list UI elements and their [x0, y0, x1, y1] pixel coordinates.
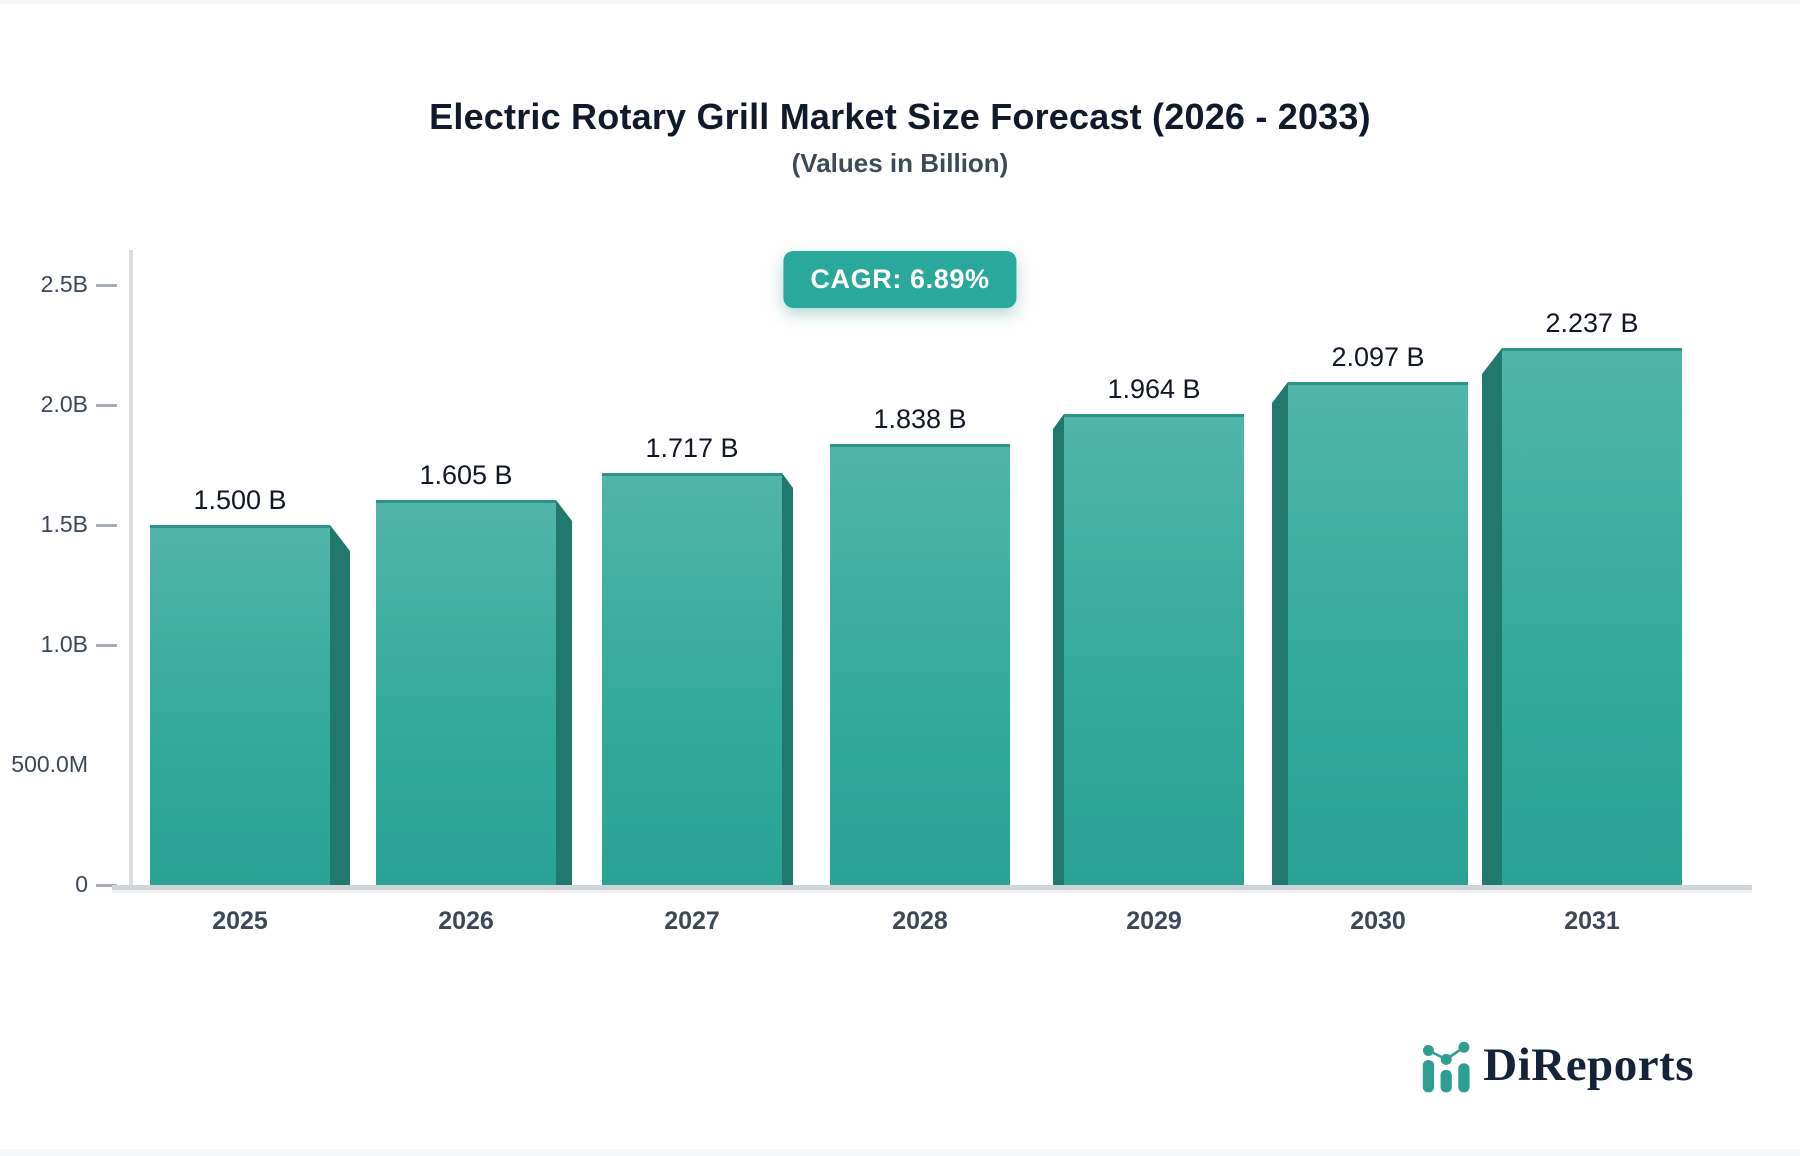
y-axis-tick-mark [96, 884, 117, 887]
bar-2031[interactable] [1502, 348, 1682, 885]
bar-3d-side-2027 [782, 473, 793, 885]
y-axis-tick-label: 1.0B [40, 631, 88, 657]
bar-3d-side-2025 [330, 525, 350, 885]
x-axis-label-2028: 2028 [892, 907, 948, 935]
chart-title: Electric Rotary Grill Market Size Foreca… [429, 96, 1371, 137]
bar-3d-side-2026 [556, 500, 572, 885]
bar-3d-side-2030 [1272, 382, 1288, 885]
x-axis-shadow-line [112, 890, 1752, 893]
logo-text: DiReports [1483, 1039, 1694, 1091]
bar-2026[interactable] [376, 500, 556, 885]
bar-value-label: 2.237 B [1545, 308, 1639, 338]
x-axis-line [112, 885, 1752, 890]
bar-2027[interactable] [602, 473, 782, 885]
bar-value-label: 1.838 B [873, 404, 967, 434]
bar-value-label: 1.500 B [193, 485, 287, 515]
x-axis-label-2027: 2027 [664, 907, 720, 935]
y-axis-tick-mark [96, 644, 117, 647]
chart-subtitle: (Values in Billion) [791, 148, 1009, 178]
cagr-badge: CAGR: 6.89% [783, 251, 1017, 308]
brand-logo: DiReports [1419, 1036, 1694, 1094]
y-axis-tick-label: 2.5B [40, 271, 88, 297]
bar-value-label: 1.605 B [419, 460, 513, 490]
x-axis-label-2025: 2025 [212, 907, 268, 935]
bar-3d-side-2029 [1053, 414, 1064, 885]
y-axis-tick-mark [96, 404, 117, 407]
y-axis-line [129, 250, 133, 889]
bar-value-label: 1.964 B [1107, 374, 1201, 404]
bar-2028[interactable] [830, 444, 1010, 885]
y-axis-tick-label: 0 [75, 871, 88, 897]
x-axis-label-2030: 2030 [1350, 907, 1406, 935]
bar-2030[interactable] [1288, 382, 1468, 885]
x-axis-label-2031: 2031 [1564, 907, 1620, 935]
bar-3d-side-2031 [1482, 348, 1502, 885]
bar-chart-trend-icon [1423, 1041, 1470, 1093]
bar-2025[interactable] [150, 525, 330, 885]
y-axis-tick-mark [96, 284, 117, 287]
bar-value-label: 2.097 B [1331, 342, 1425, 372]
y-axis-tick-mark [96, 524, 117, 527]
bar-value-label: 1.717 B [645, 433, 739, 463]
bar-2029[interactable] [1064, 414, 1244, 885]
y-axis-tick-label: 1.5B [40, 511, 88, 537]
x-axis-label-2026: 2026 [438, 907, 494, 935]
y-axis-tick-label: 2.0B [40, 391, 88, 417]
y-axis-tick-label: 500.0M [11, 751, 88, 777]
x-axis-label-2029: 2029 [1126, 907, 1182, 935]
